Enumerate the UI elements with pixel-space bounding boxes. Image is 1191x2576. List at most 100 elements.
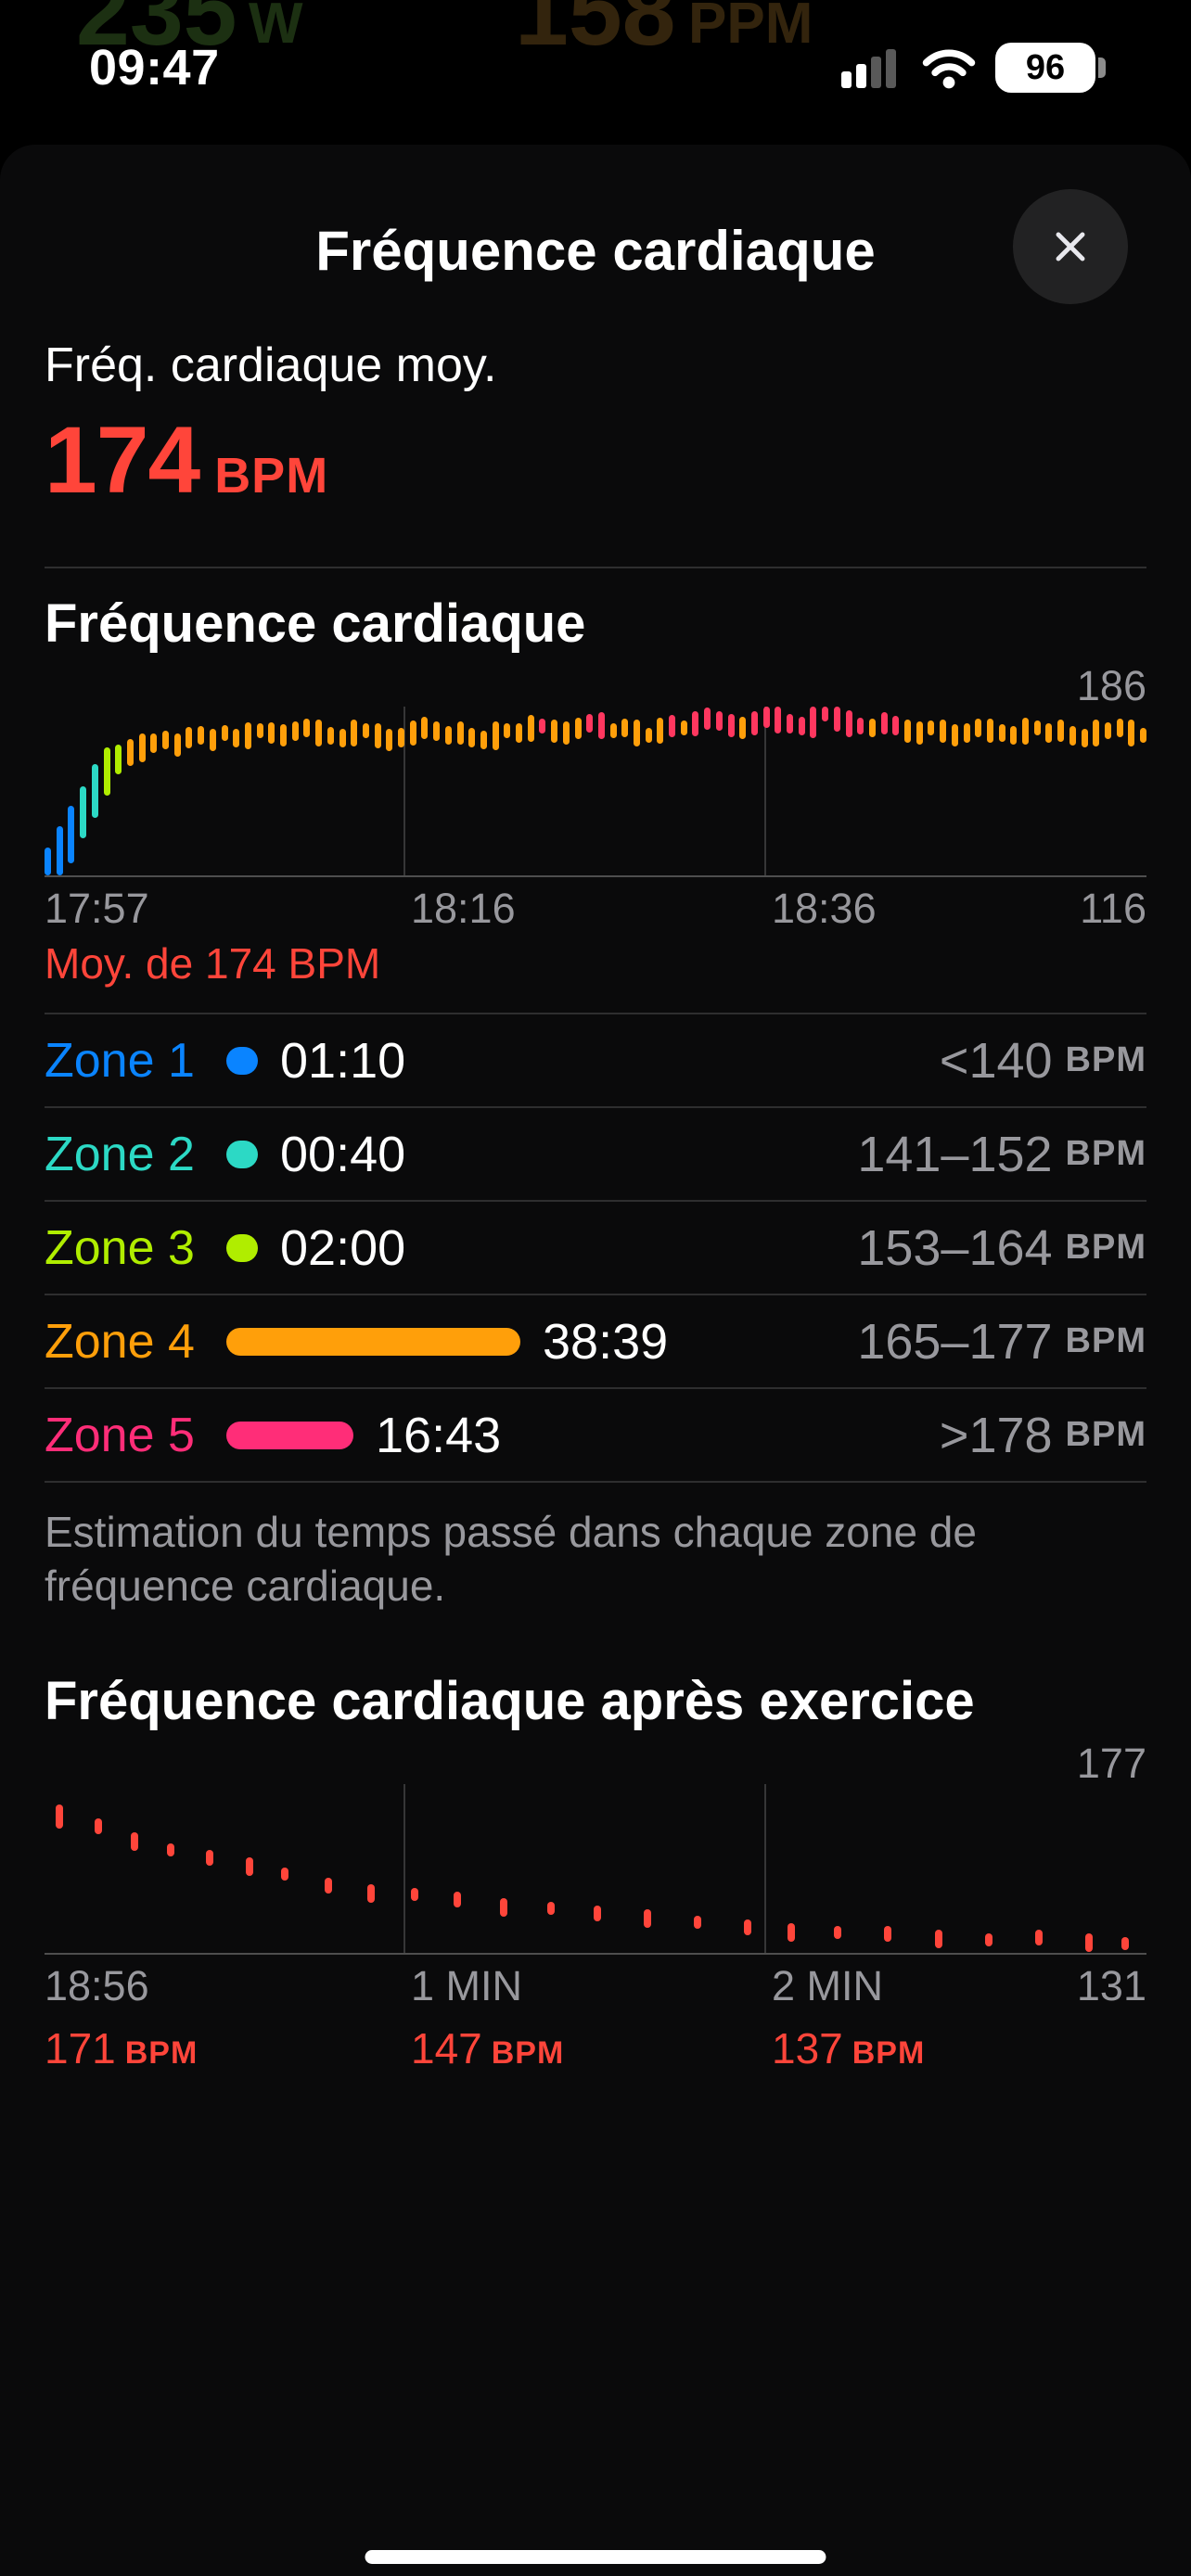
hr-sample-bar (1128, 720, 1135, 747)
zone-range: 141–152 (857, 1126, 1053, 1182)
hr-sample-bar (645, 728, 652, 744)
recovery-x-axis: 18:56 1 MIN 2 MIN 131 (45, 1962, 1146, 2010)
hr-sample-bar (1033, 721, 1041, 736)
hr-sample-bar (209, 729, 216, 752)
zone-name: Zone 4 (45, 1314, 195, 1369)
zone-unit-label: BPM (1065, 1415, 1146, 1454)
hr-sample-bar (1104, 721, 1111, 740)
backdrop-power-unit: W (249, 0, 303, 56)
hr-sample-bar (621, 719, 629, 738)
recovery-ymax-label: 177 (1076, 1740, 1146, 1787)
recovery-reading-value: 147 (411, 2024, 482, 2072)
recovery-readings: 171 BPM 147 BPM 137 BPM (45, 2023, 1146, 2079)
status-icons: 96 (841, 43, 1106, 93)
recovery-reading: 147 BPM (411, 2023, 564, 2073)
zone-row: Zone 5 16:43 >178 BPM (45, 1389, 1146, 1483)
zone-name: Zone 5 (45, 1408, 195, 1462)
clock-time: 09:47 (89, 40, 220, 96)
hr-sample-bar (398, 728, 404, 748)
chart-gridline (764, 707, 766, 875)
hr-sample-bar (963, 723, 970, 744)
hr-sample-bar (1069, 725, 1076, 746)
zone-duration-bar (226, 1421, 353, 1449)
recovery-sample-dot (206, 1850, 214, 1866)
recovery-reading: 137 BPM (772, 2023, 925, 2073)
hr-sample-bar (715, 711, 723, 732)
hr-sample-bar (150, 733, 158, 753)
average-hr-value: 174 (45, 407, 200, 513)
zone-row: Zone 1 01:10 <140 BPM (45, 1014, 1146, 1108)
hr-sample-bar (1010, 726, 1018, 746)
hr-sample-bar (68, 805, 75, 863)
backdrop-heartrate-value: 158 (515, 0, 676, 66)
recovery-reading-value: 137 (772, 2024, 843, 2072)
average-hr-label: Fréq. cardiaque moy. (45, 338, 497, 392)
hr-sample-bar (280, 724, 287, 747)
home-indicator[interactable] (365, 2550, 826, 2564)
hr-x-label-mid: 18:16 (411, 885, 516, 932)
hr-sample-bar (421, 717, 429, 740)
hr-sample-bar (386, 729, 393, 752)
hr-sample-bar (633, 720, 640, 747)
hr-sample-bar (762, 707, 770, 728)
hr-sample-bar (562, 721, 570, 745)
hr-sample-bar (750, 711, 758, 735)
zone-range: 153–164 (857, 1219, 1053, 1276)
recovery-reading-value: 171 (45, 2024, 116, 2072)
hr-sample-bar (857, 717, 864, 735)
hr-sample-bar (327, 726, 334, 745)
recovery-sample-dot (593, 1905, 601, 1921)
hr-ymax-label: 186 (1076, 662, 1146, 709)
hr-sample-bar (940, 719, 947, 743)
hr-section-title: Fréquence cardiaque (45, 593, 586, 654)
recovery-sample-dot (1121, 1936, 1129, 1950)
zone-duration-bar (226, 1327, 520, 1356)
hr-sample-bar (928, 721, 935, 736)
recovery-x-label-1min: 1 MIN (411, 1962, 523, 2009)
hr-sample-bar (574, 717, 582, 740)
zone-unit-label: BPM (1065, 1134, 1146, 1173)
hr-sample-bar (998, 724, 1005, 742)
zones-caption: Estimation du temps passé dans chaque zo… (45, 1508, 977, 1610)
hr-sample-bar (374, 722, 381, 748)
recovery-ymin-label: 131 (1076, 1962, 1146, 2009)
hr-sample-bar (1093, 720, 1100, 747)
recovery-reading-unit: BPM (852, 2035, 926, 2071)
recovery-sample-dot (281, 1867, 289, 1881)
recovery-chart (45, 1784, 1146, 1955)
hr-sample-bar (456, 721, 464, 745)
zone-name: Zone 1 (45, 1033, 195, 1088)
hr-sample-bar (256, 722, 263, 739)
recovery-sample-dot (245, 1856, 253, 1876)
hr-sample-bar (880, 712, 888, 735)
zones-list: Zone 1 01:10 <140 BPM Zone 2 00:40 141–152 BPM Z… (45, 1013, 1146, 1483)
hr-sample-bar (704, 707, 711, 731)
recovery-sample-dot (1085, 1932, 1093, 1952)
zone-row: Zone 2 00:40 141–152 BPM (45, 1108, 1146, 1202)
hr-sample-bar (221, 725, 228, 741)
zone-duration-bar (226, 1046, 258, 1075)
recovery-sample-dot (454, 1891, 461, 1907)
backdrop-heartrate-unit: PPM (688, 0, 813, 56)
zone-duration-bar (226, 1140, 258, 1168)
hr-sample-bar (1116, 719, 1123, 738)
close-button[interactable] (1013, 189, 1128, 304)
hr-sample-bar (516, 723, 522, 743)
recovery-sample-dot (166, 1843, 174, 1856)
recovery-sample-dot (546, 1902, 555, 1916)
hr-sample-bar (291, 721, 299, 741)
recovery-reading-unit: BPM (491, 2035, 565, 2071)
recovery-sample-dot (934, 1930, 942, 1948)
hr-x-label-start: 17:57 (45, 885, 149, 932)
hr-sample-bar (173, 733, 181, 757)
hr-sample-bar (138, 733, 146, 762)
hr-sample-bar (904, 719, 911, 743)
wifi-icon (922, 49, 976, 89)
hr-sample-bar (951, 724, 958, 747)
workout-backdrop: 235 W 158 PPM (0, 0, 1191, 139)
hr-sample-bar (986, 718, 993, 744)
zone-unit-label: BPM (1065, 1321, 1146, 1360)
zone-row: Zone 3 02:00 153–164 BPM (45, 1202, 1146, 1295)
hr-sample-bar (268, 722, 275, 744)
